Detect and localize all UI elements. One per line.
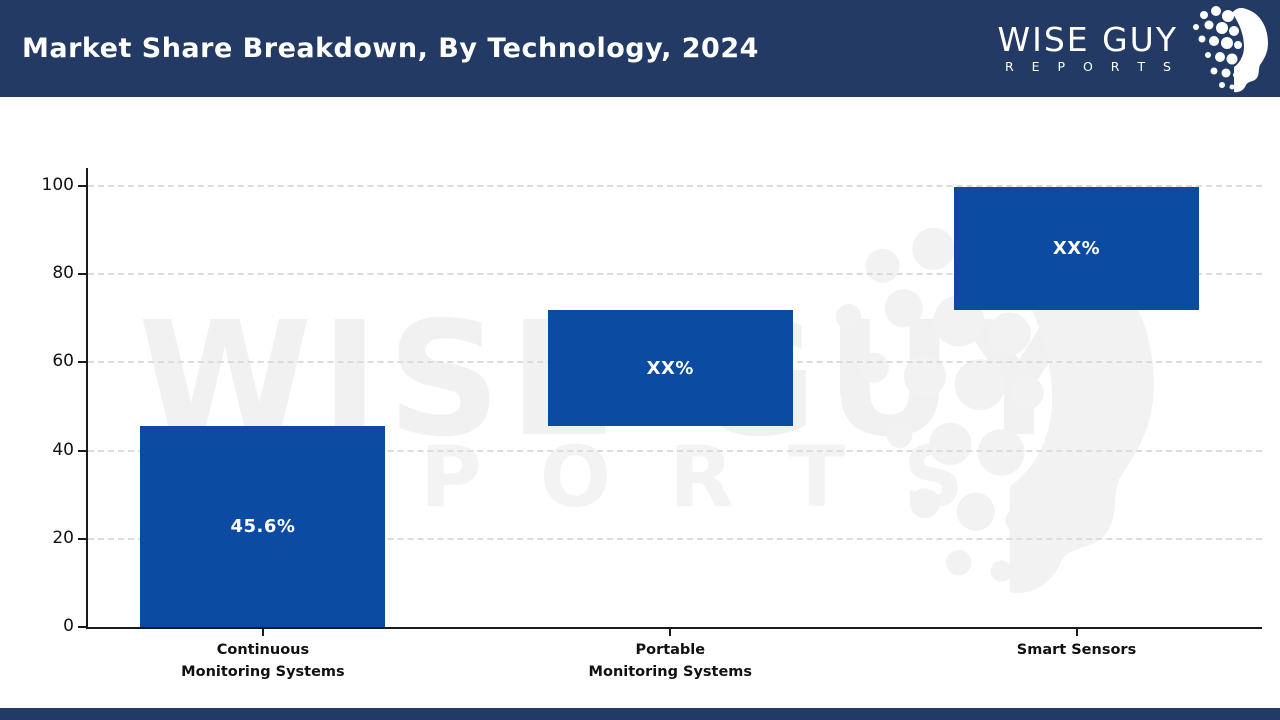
y-tick-label-60: 60	[52, 351, 74, 372]
y-tick-mark	[78, 185, 86, 187]
y-tick-mark	[78, 626, 86, 628]
header: Market Share Breakdown, By Technology, 2…	[0, 0, 1280, 97]
dotted-head-icon	[1193, 5, 1268, 92]
gridline-y-100	[88, 185, 1262, 187]
y-tick-label-80: 80	[52, 263, 74, 284]
bar-value-label: XX%	[1052, 238, 1101, 260]
logo-subtitle: R E P O R T S	[1004, 59, 1178, 74]
x-category-label-1: Portable Monitoring Systems	[589, 640, 752, 684]
x-category-label-0: Continuous Monitoring Systems	[181, 640, 344, 684]
bar-segment-0: 45.6%	[140, 425, 386, 627]
x-category-label-line: Portable	[635, 642, 706, 658]
x-axis	[86, 627, 1262, 629]
y-tick-label-20: 20	[52, 527, 74, 548]
gridline-y-40	[88, 449, 1262, 452]
page-title: Market Share Breakdown, By Technology, 2…	[22, 33, 759, 64]
chart-plot-area: 0 20 40 60 80 100 45.6% XX% XX% Continuous Monitor…	[42, 168, 1262, 680]
bar-segment-2: XX%	[954, 186, 1199, 311]
x-tick-mark	[1075, 629, 1078, 636]
y-tick-label-100: 100	[41, 175, 74, 195]
x-category-label-line: Monitoring Systems	[181, 663, 345, 680]
brand-logo: WISE GUY R E P O R T S	[997, 3, 1280, 95]
y-tick-label-40: 40	[52, 439, 74, 460]
bar-value-label: XX%	[646, 357, 694, 379]
x-category-label-line: Monitoring Systems	[588, 663, 753, 680]
logo-wordmark: WISE GUY	[997, 20, 1178, 59]
footer-accent-bar	[0, 708, 1280, 720]
y-tick-mark	[78, 537, 86, 540]
y-tick-mark	[78, 361, 86, 364]
y-axis	[86, 168, 88, 629]
gridline-y-20	[88, 537, 1262, 540]
y-tick-label-0: 0	[63, 616, 74, 636]
x-category-label-line: Smart Sensors	[1016, 642, 1137, 658]
bar-segment-1: XX%	[547, 310, 793, 426]
y-tick-mark	[78, 273, 86, 276]
bar-value-label: 45.6%	[230, 515, 296, 537]
gridline-y-80	[88, 273, 1262, 276]
x-category-label-2: Smart Sensors	[1017, 640, 1136, 662]
x-category-label-line: Continuous	[216, 642, 310, 658]
x-tick-mark	[669, 629, 672, 636]
y-tick-mark	[78, 449, 86, 452]
x-tick-mark	[261, 629, 264, 636]
